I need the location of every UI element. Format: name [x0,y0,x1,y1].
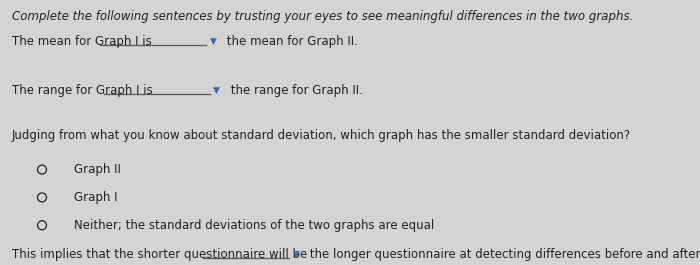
Text: The range for Graph I is: The range for Graph I is [12,83,157,97]
Text: ▼: ▼ [210,37,216,46]
Text: Graph I: Graph I [74,191,118,204]
Text: ▼: ▼ [293,250,300,259]
Text: Neither; the standard deviations of the two graphs are equal: Neither; the standard deviations of the … [74,219,435,232]
Text: ▼: ▼ [214,86,220,95]
Text: the mean for Graph II.: the mean for Graph II. [223,34,358,48]
Text: Complete the following sentences by trusting your eyes to see meaningful differe: Complete the following sentences by trus… [12,10,634,23]
Text: This implies that the shorter questionnaire will be: This implies that the shorter questionna… [12,248,311,261]
Text: Graph II: Graph II [74,163,121,176]
Text: the longer questionnaire at detecting differences before and after the intervent: the longer questionnaire at detecting di… [306,248,700,261]
Text: the range for Graph II.: the range for Graph II. [227,83,363,97]
Text: The mean for Graph I is: The mean for Graph I is [12,34,155,48]
Text: Judging from what you know about standard deviation, which graph has the smaller: Judging from what you know about standar… [12,129,631,142]
